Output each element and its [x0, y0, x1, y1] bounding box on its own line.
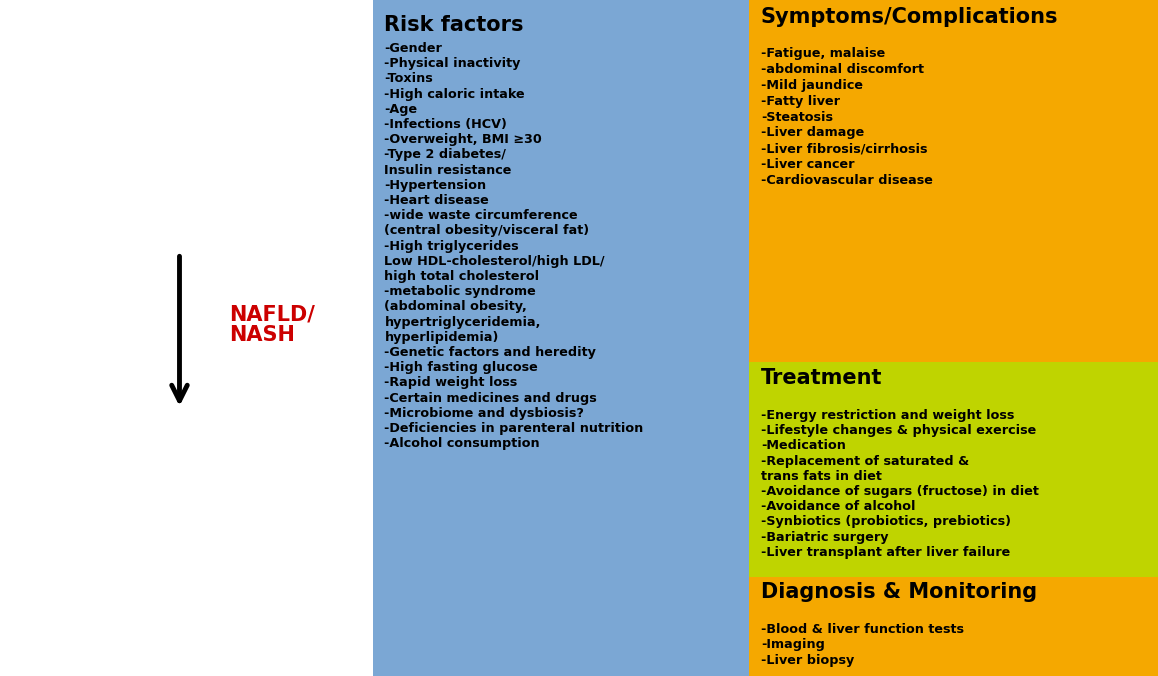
Text: Diagnosis & Monitoring: Diagnosis & Monitoring [761, 582, 1036, 602]
Bar [749, 577, 1158, 676]
Bar [749, 362, 1158, 577]
Text: -Energy restriction and weight loss
-Lifestyle changes & physical exercise
-Medi: -Energy restriction and weight loss -Lif… [761, 409, 1039, 559]
Text: -Fatigue, malaise
-abdominal discomfort
-Mild jaundice
-Fatty liver
-Steatosis
-: -Fatigue, malaise -abdominal discomfort … [761, 47, 932, 187]
Bar [749, 0, 1158, 362]
Bar [373, 0, 749, 676]
Text: NAFLD/
NASH: NAFLD/ NASH [229, 304, 315, 345]
Text: Treatment: Treatment [761, 368, 882, 389]
Text: -Gender
-Physical inactivity
-Toxins
-High caloric intake
-Age
-Infections (HCV): -Gender -Physical inactivity -Toxins -Hi… [384, 42, 644, 450]
Text: Risk factors: Risk factors [384, 15, 523, 35]
Text: Symptoms/Complications: Symptoms/Complications [761, 7, 1058, 27]
Text: -Blood & liver function tests
-Imaging
-Liver biopsy: -Blood & liver function tests -Imaging -… [761, 623, 963, 667]
